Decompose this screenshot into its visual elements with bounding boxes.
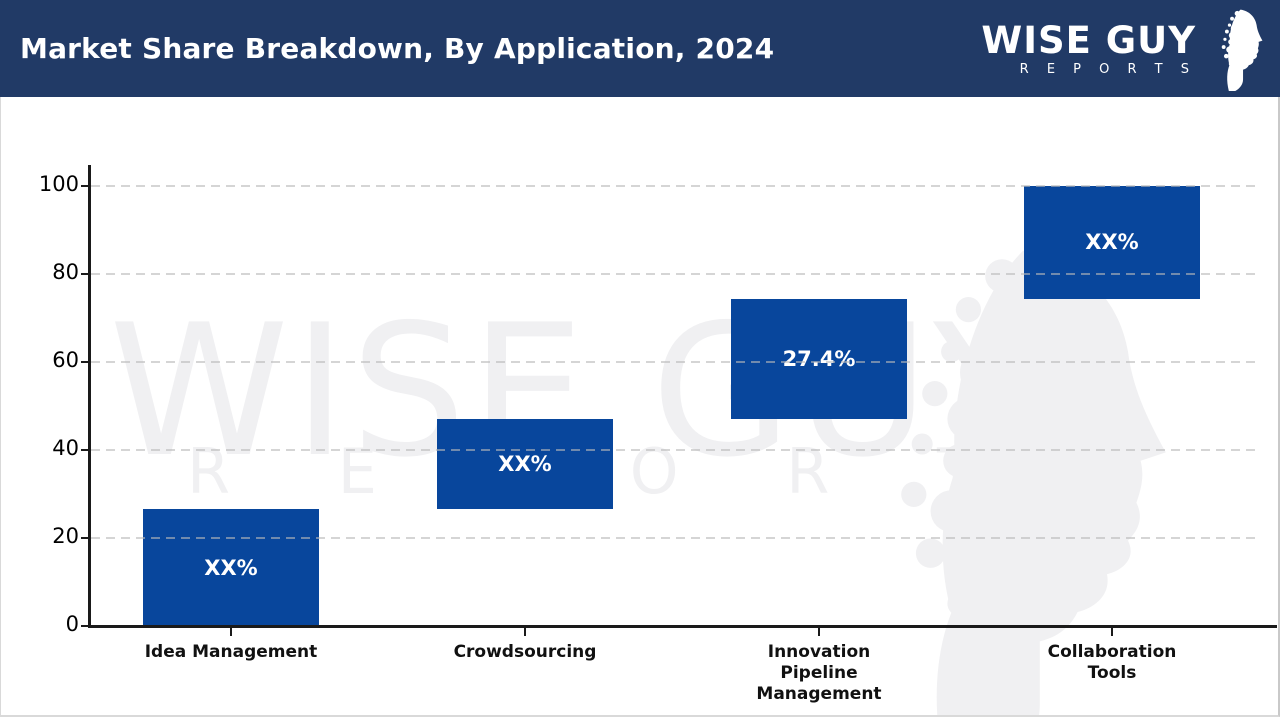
x-axis-tick-mark: [818, 628, 820, 636]
x-axis-tick-mark: [230, 628, 232, 636]
chart-area: WISE GUY R E P O R T S 0 20 40 60 80 100 XX% Id…: [0, 97, 1280, 717]
bar-value-label: XX%: [204, 555, 258, 580]
y-axis-tick-label: 60: [52, 348, 79, 372]
y-axis-tick-label: 80: [52, 260, 79, 284]
page-title: Market Share Breakdown, By Application, …: [20, 32, 775, 65]
bar-crowdsourcing: XX%: [437, 419, 613, 510]
logo-subtext: R E P O R T S: [1019, 61, 1196, 77]
x-axis-category-label: Collaboration Tools: [1047, 642, 1177, 683]
dotted-head-profile-icon: [1221, 9, 1263, 91]
y-axis-tick-label: 40: [52, 436, 79, 460]
y-axis-tick-mark: [81, 273, 89, 275]
x-axis-line: [88, 625, 1277, 628]
gridline-80: [91, 273, 1255, 275]
y-axis-tick-mark: [81, 537, 89, 539]
header-bar: Market Share Breakdown, By Application, …: [0, 0, 1280, 97]
x-axis-category-label: Innovation Pipeline Management: [756, 642, 882, 704]
x-axis-tick-mark: [1111, 628, 1113, 636]
gridline-40: [91, 449, 1255, 451]
y-axis-tick-mark: [81, 625, 89, 627]
x-axis-category-label: Crowdsourcing: [453, 642, 597, 662]
y-axis-tick-label: 0: [65, 612, 79, 636]
bar-value-label: XX%: [498, 452, 552, 477]
gridline-20: [91, 537, 1255, 539]
bar-collaboration-tools: XX%: [1024, 186, 1200, 299]
x-axis-category-label: Idea Management: [144, 642, 318, 662]
y-axis-tick-label: 100: [38, 172, 79, 196]
logo-wordmark: WISE GUY: [981, 18, 1196, 62]
logo-text: WISE GUY R E P O R T S: [981, 22, 1196, 76]
x-axis-tick-mark: [524, 628, 526, 636]
bar-idea-management: XX%: [143, 509, 319, 626]
gridline-100: [91, 185, 1255, 187]
y-axis-tick-mark: [81, 449, 89, 451]
bar-innovation-pipeline-management: 27.4%: [731, 298, 907, 420]
y-axis-line: [88, 165, 91, 626]
gridline-60: [91, 361, 1255, 363]
y-axis-tick-label: 20: [52, 524, 79, 548]
y-axis-tick-mark: [81, 361, 89, 363]
y-axis-tick-mark: [81, 185, 89, 187]
wise-guy-reports-logo: WISE GUY R E P O R T S: [981, 7, 1270, 91]
bar-value-label: XX%: [1085, 230, 1139, 255]
bar-value-label: 27.4%: [782, 346, 856, 371]
